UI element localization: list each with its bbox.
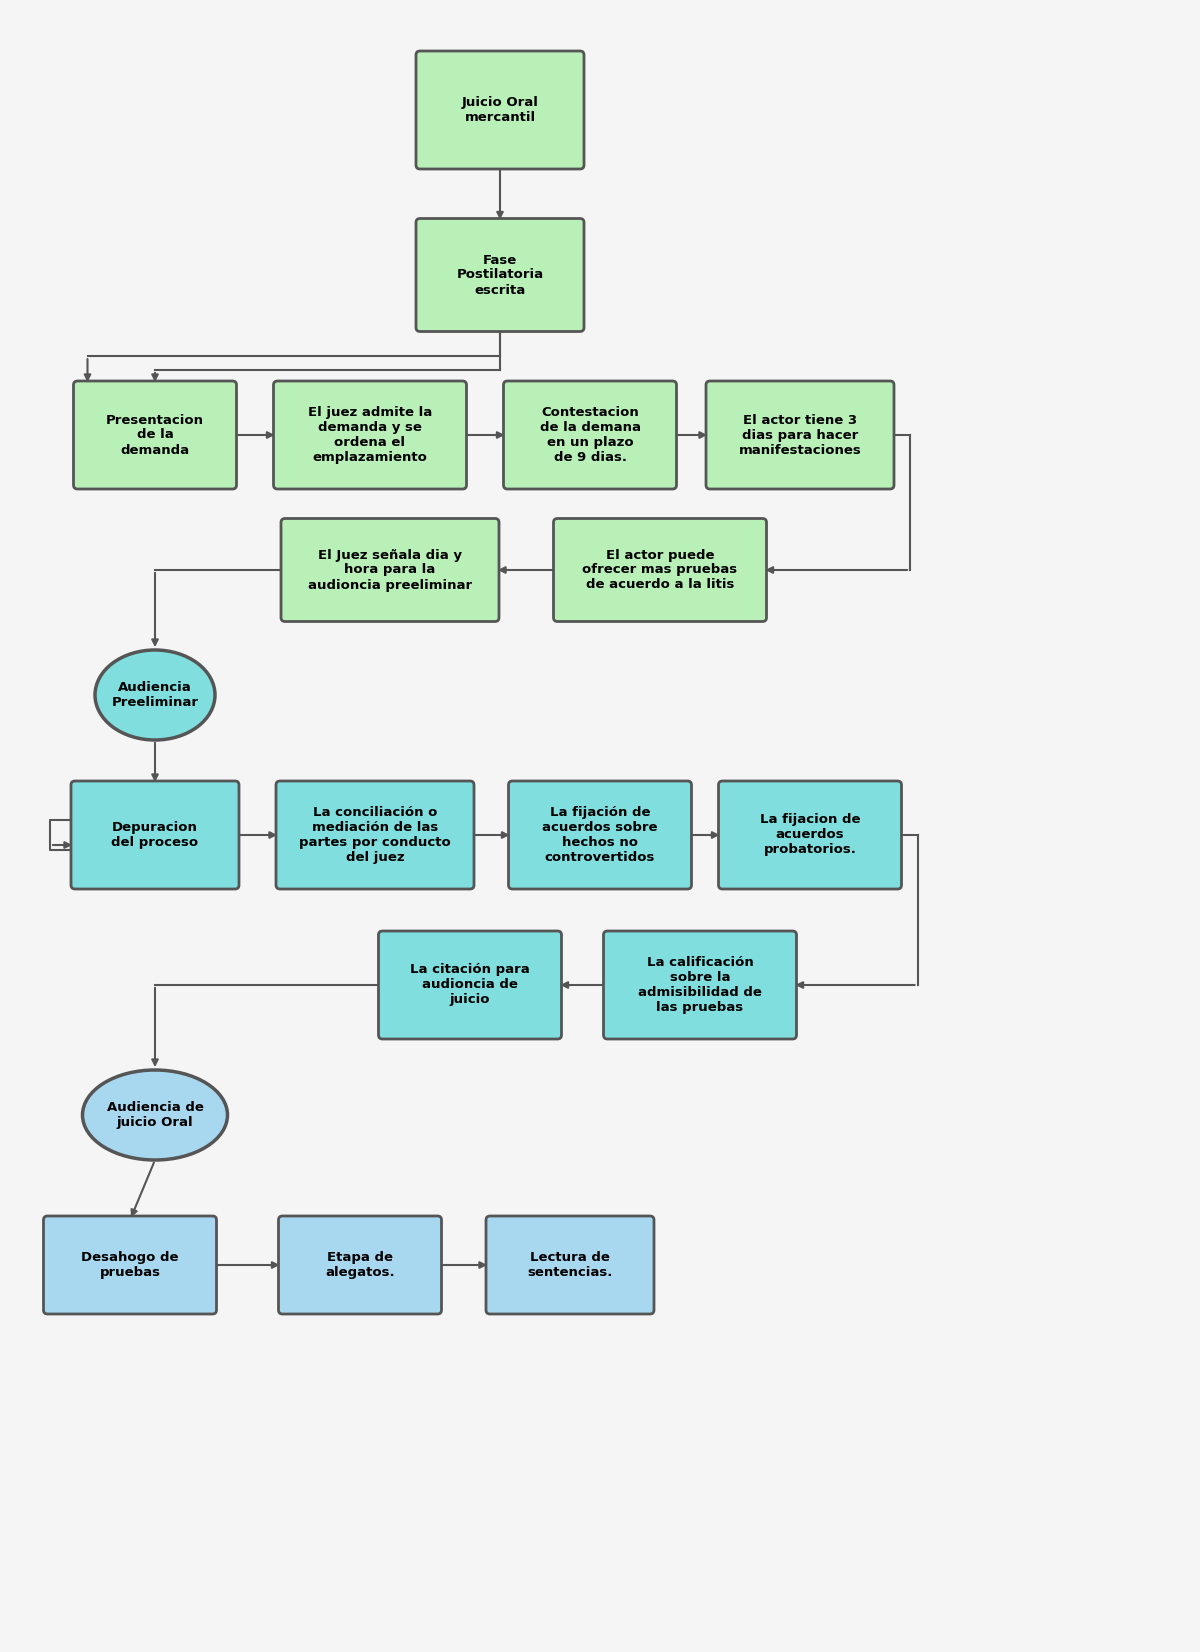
Text: Desahogo de
pruebas: Desahogo de pruebas <box>82 1251 179 1279</box>
Text: Lectura de
sentencias.: Lectura de sentencias. <box>527 1251 613 1279</box>
Text: Etapa de
alegatos.: Etapa de alegatos. <box>325 1251 395 1279</box>
FancyBboxPatch shape <box>706 382 894 489</box>
FancyBboxPatch shape <box>278 1216 442 1313</box>
FancyBboxPatch shape <box>274 382 467 489</box>
Text: Depuracion
del proceso: Depuracion del proceso <box>112 821 198 849</box>
FancyBboxPatch shape <box>71 781 239 889</box>
FancyBboxPatch shape <box>416 51 584 169</box>
Text: La citación para
audioncia de
juicio: La citación para audioncia de juicio <box>410 963 530 1006</box>
Text: Fase
Postilatoria
escrita: Fase Postilatoria escrita <box>456 253 544 296</box>
FancyBboxPatch shape <box>486 1216 654 1313</box>
FancyBboxPatch shape <box>719 781 901 889</box>
Text: Contestacion
de la demana
en un plazo
de 9 dias.: Contestacion de la demana en un plazo de… <box>540 406 641 464</box>
Text: El actor tiene 3
dias para hacer
manifestaciones: El actor tiene 3 dias para hacer manifes… <box>739 413 862 456</box>
Text: El Juez señala dia y
hora para la
audioncia preeliminar: El Juez señala dia y hora para la audion… <box>308 548 472 591</box>
Text: El juez admite la
demanda y se
ordena el
emplazamiento: El juez admite la demanda y se ordena el… <box>308 406 432 464</box>
Text: Juicio Oral
mercantil: Juicio Oral mercantil <box>462 96 539 124</box>
FancyBboxPatch shape <box>43 1216 216 1313</box>
FancyBboxPatch shape <box>378 932 562 1039</box>
FancyBboxPatch shape <box>509 781 691 889</box>
FancyBboxPatch shape <box>504 382 677 489</box>
Text: Audiencia
Preeliminar: Audiencia Preeliminar <box>112 681 198 709</box>
FancyBboxPatch shape <box>281 519 499 621</box>
Ellipse shape <box>83 1070 228 1160</box>
Text: El actor puede
ofrecer mas pruebas
de acuerdo a la litis: El actor puede ofrecer mas pruebas de ac… <box>582 548 738 591</box>
FancyBboxPatch shape <box>416 218 584 332</box>
Text: Audiencia de
juicio Oral: Audiencia de juicio Oral <box>107 1100 204 1128</box>
Text: La fijacion de
acuerdos
probatorios.: La fijacion de acuerdos probatorios. <box>760 813 860 856</box>
Ellipse shape <box>95 649 215 740</box>
FancyBboxPatch shape <box>553 519 767 621</box>
FancyBboxPatch shape <box>604 932 797 1039</box>
Text: La calificación
sobre la
admisibilidad de
las pruebas: La calificación sobre la admisibilidad d… <box>638 957 762 1014</box>
Text: Presentacion
de la
demanda: Presentacion de la demanda <box>106 413 204 456</box>
Text: La conciliación o
mediación de las
partes por conducto
del juez: La conciliación o mediación de las parte… <box>299 806 451 864</box>
FancyBboxPatch shape <box>276 781 474 889</box>
Text: La fijación de
acuerdos sobre
hechos no
controvertidos: La fijación de acuerdos sobre hechos no … <box>542 806 658 864</box>
FancyBboxPatch shape <box>73 382 236 489</box>
